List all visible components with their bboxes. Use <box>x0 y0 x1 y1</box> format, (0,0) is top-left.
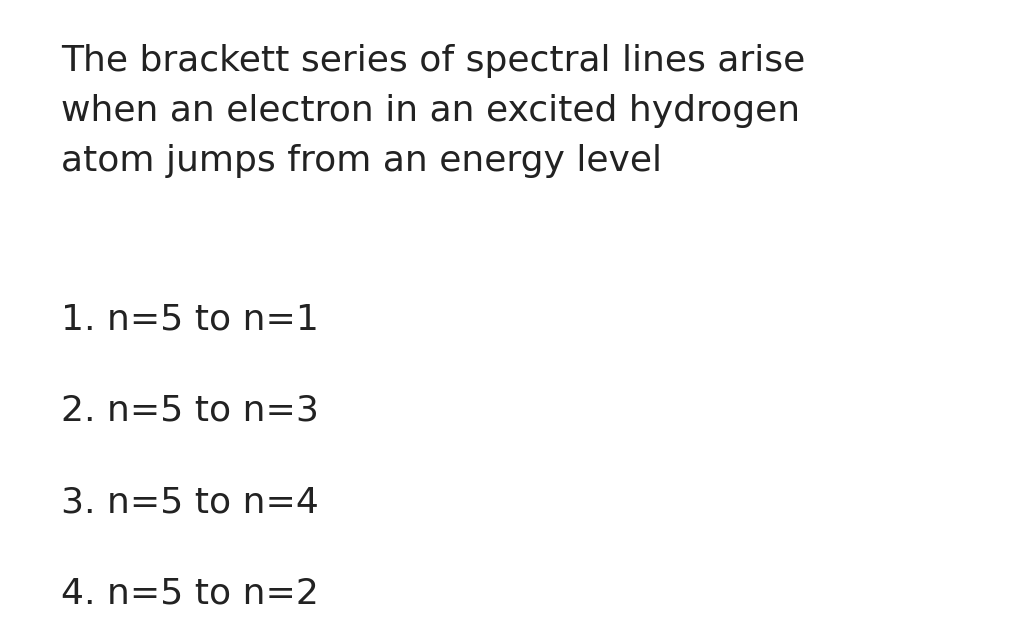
Text: The brackett series of spectral lines arise
when an electron in an excited hydro: The brackett series of spectral lines ar… <box>61 44 806 178</box>
Text: 3. n=5 to n=4: 3. n=5 to n=4 <box>61 485 319 519</box>
Text: 4. n=5 to n=2: 4. n=5 to n=2 <box>61 576 319 610</box>
Text: 2. n=5 to n=3: 2. n=5 to n=3 <box>61 394 319 428</box>
Text: 1. n=5 to n=1: 1. n=5 to n=1 <box>61 302 319 336</box>
